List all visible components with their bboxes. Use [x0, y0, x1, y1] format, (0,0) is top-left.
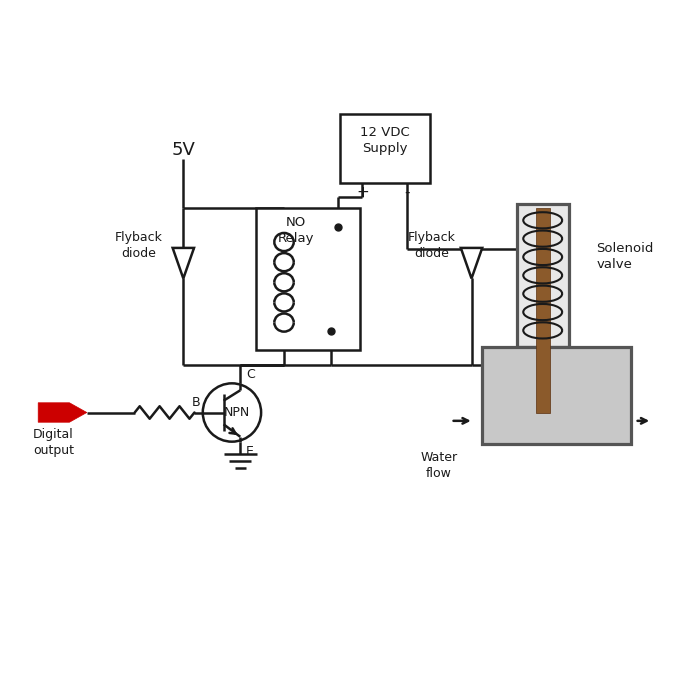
Bar — [256, 208, 360, 350]
Bar — [482, 346, 631, 444]
Polygon shape — [461, 248, 482, 279]
Text: Digital
output: Digital output — [33, 428, 74, 457]
Bar — [536, 208, 550, 412]
Text: +: + — [356, 185, 369, 200]
Text: Flyback
diode: Flyback diode — [114, 231, 162, 260]
Polygon shape — [173, 248, 194, 279]
Text: Flyback
diode: Flyback diode — [408, 231, 456, 260]
Text: E: E — [246, 445, 253, 458]
Text: -: - — [404, 185, 410, 200]
Text: 5V: 5V — [172, 141, 195, 159]
Polygon shape — [38, 402, 87, 422]
Text: C: C — [246, 368, 255, 382]
Text: Solenoid
valve: Solenoid valve — [596, 241, 654, 271]
Text: NPN: NPN — [224, 406, 250, 419]
Text: B: B — [191, 396, 200, 409]
Text: 12 VDC
Supply: 12 VDC Supply — [360, 126, 410, 155]
Text: Water
flow: Water flow — [420, 451, 458, 480]
Bar — [517, 204, 569, 346]
Bar — [340, 114, 430, 183]
Text: NO
Relay: NO Relay — [278, 216, 314, 245]
